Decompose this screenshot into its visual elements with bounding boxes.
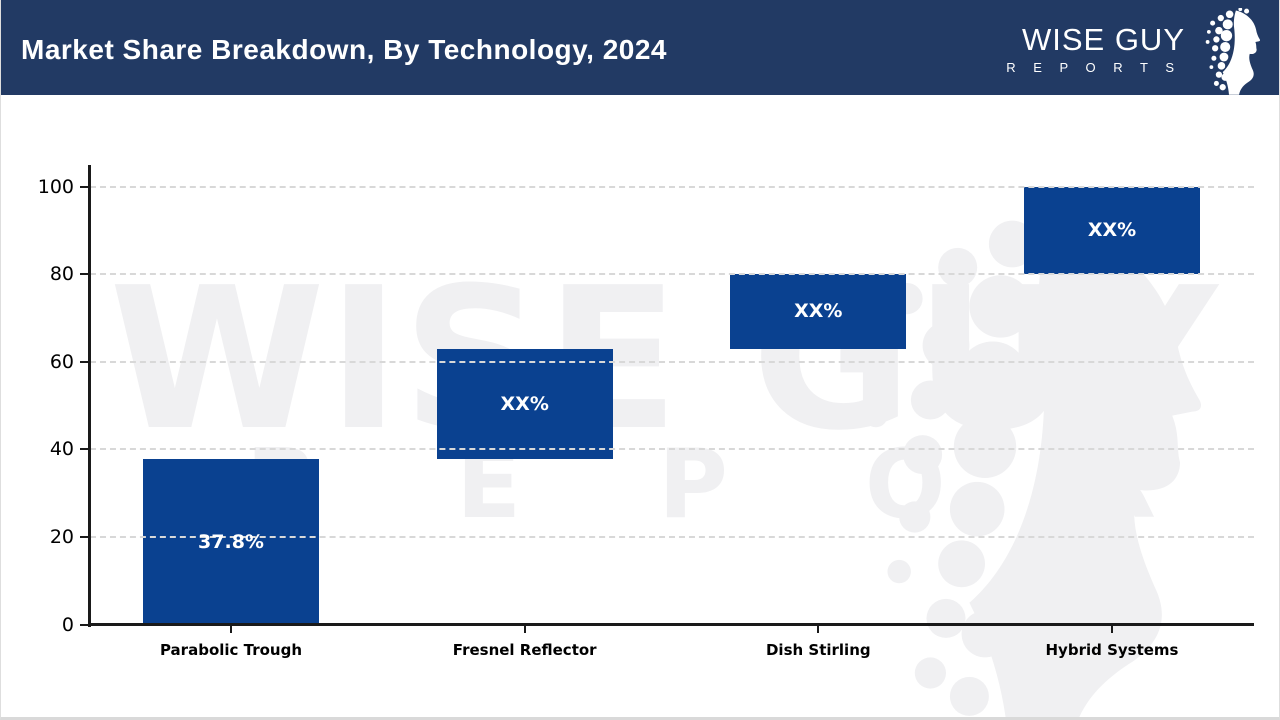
logo-text-line1: WISE GUY bbox=[1021, 22, 1185, 57]
logo-text-line2: R E P O R T S bbox=[1006, 60, 1181, 75]
gridline-20 bbox=[90, 535, 1254, 538]
watermark-dotted-head-icon bbox=[864, 205, 1202, 717]
logo-dotted-head-icon bbox=[1205, 8, 1261, 95]
bar-fresnel-reflector bbox=[436, 348, 613, 459]
gridline-100 bbox=[90, 185, 1254, 188]
y-tick-label-100: 100 bbox=[37, 175, 74, 198]
x-tick-4 bbox=[1111, 624, 1113, 633]
y-tick-label-20: 20 bbox=[49, 525, 74, 548]
y-tick-label-0: 0 bbox=[61, 613, 74, 636]
y-axis-line bbox=[88, 165, 91, 627]
bar-hybrid-systems bbox=[1024, 186, 1200, 275]
header-bar: Market Share Breakdown, By Technology, 2… bbox=[1, 0, 1279, 95]
y-tick-40 bbox=[80, 448, 88, 451]
gridline-40 bbox=[90, 448, 1254, 451]
chart-title: Market Share Breakdown, By Technology, 2… bbox=[21, 34, 668, 65]
y-tick-label-40: 40 bbox=[49, 438, 74, 461]
x-axis-line bbox=[88, 623, 1254, 626]
bar-value-label: XX% bbox=[500, 392, 549, 415]
gridline-60 bbox=[90, 360, 1254, 363]
x-tick-3 bbox=[817, 624, 820, 633]
watermark-text-line1: WISE GUY bbox=[109, 246, 1220, 474]
bar-parabolic-trough bbox=[143, 458, 319, 625]
y-tick-label-60: 60 bbox=[49, 350, 74, 373]
bar-value-label: 37.8% bbox=[198, 530, 264, 553]
bar-value-label: XX% bbox=[794, 300, 843, 323]
y-tick-label-80: 80 bbox=[49, 263, 74, 286]
x-tick-2 bbox=[523, 624, 526, 633]
y-tick-80 bbox=[80, 273, 88, 276]
y-tick-0 bbox=[80, 623, 88, 626]
x-category-label: Parabolic Trough bbox=[159, 640, 303, 659]
y-tick-20 bbox=[80, 535, 88, 538]
y-tick-100 bbox=[80, 185, 88, 188]
bar-dish-stirling bbox=[730, 274, 907, 349]
x-category-label: Dish Stirling bbox=[765, 640, 871, 659]
x-category-label: Fresnel Reflector bbox=[452, 640, 597, 659]
x-tick-1 bbox=[230, 624, 232, 633]
brand-logo: WISE GUY R E P O R T S bbox=[1006, 4, 1263, 95]
gridline-80 bbox=[90, 273, 1254, 276]
bar-value-label: XX% bbox=[1087, 219, 1137, 242]
x-category-label: Hybrid Systems bbox=[1045, 640, 1179, 659]
y-tick-60 bbox=[80, 360, 88, 363]
